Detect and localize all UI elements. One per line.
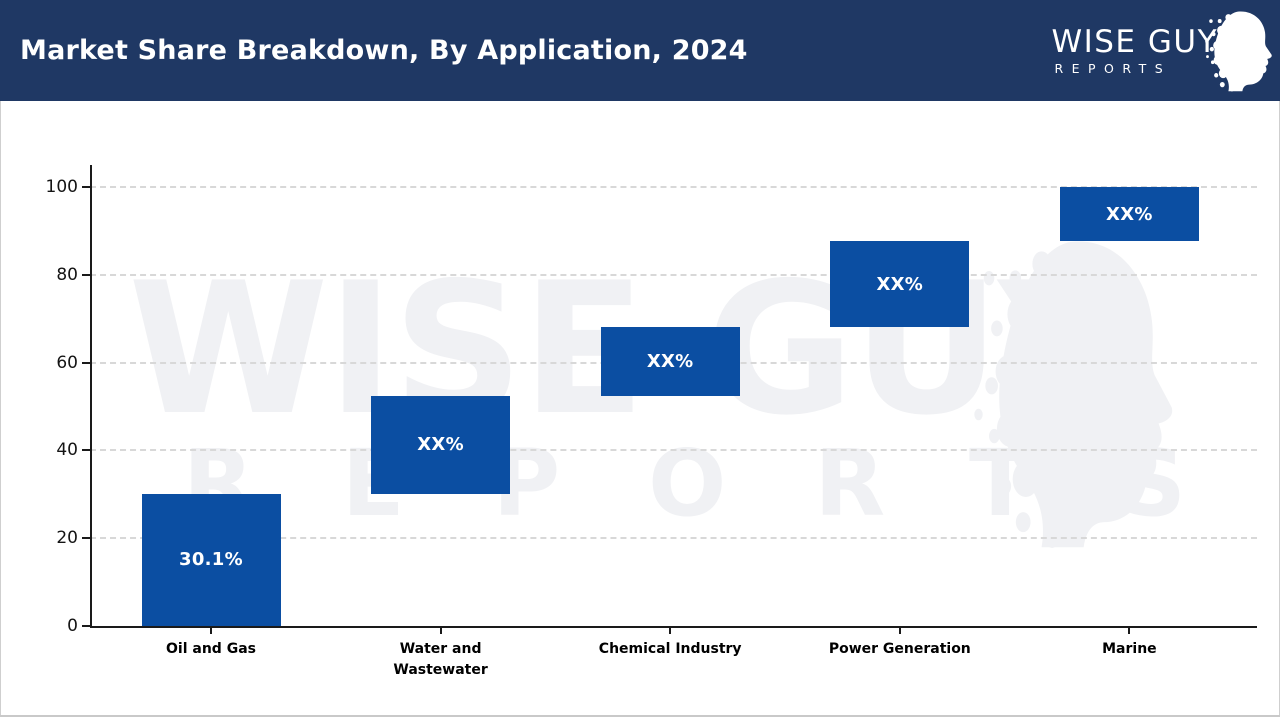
header: Market Share Breakdown, By Application, … [0, 0, 1280, 101]
logo-wordmark: WISE GUY [1051, 23, 1218, 60]
x-tick-label: Oil and Gas [166, 641, 256, 657]
bar-value-label: XX% [876, 273, 924, 295]
logo-subtitle: REPORTS [1054, 60, 1172, 76]
gridline [90, 186, 1257, 188]
bar-value-label: XX% [1106, 203, 1153, 225]
bar-segment: XX% [371, 395, 511, 494]
y-tick-label: 100 [45, 177, 78, 197]
gridline [90, 449, 1257, 452]
y-tick-mark [82, 625, 90, 627]
page-title: Market Share Breakdown, By Application, … [20, 35, 748, 66]
x-tick-label: Marine [1102, 641, 1157, 657]
logo-text: WISE GUY REPORTS [1051, 23, 1218, 76]
wise-guy-reports-logo: WISE GUY REPORTS [1051, 6, 1272, 96]
bar-segment: XX% [1059, 187, 1199, 242]
bar-value-label: XX% [646, 351, 694, 373]
x-tick-mark [669, 627, 672, 634]
y-tick-label: 0 [67, 616, 78, 636]
x-axis-line [90, 626, 1257, 628]
bar-segment: XX% [600, 327, 740, 396]
x-tick-mark [1128, 627, 1131, 634]
bar-value-label: XX% [417, 434, 464, 456]
y-tick-label: 60 [56, 352, 78, 373]
y-tick-label: 80 [56, 264, 78, 285]
gridline [90, 273, 1257, 276]
bar-value-label: 30.1% [179, 549, 243, 571]
y-tick-label: 40 [56, 440, 78, 461]
x-tick-label: Chemical Industry [598, 641, 742, 657]
y-tick-mark [82, 361, 90, 364]
gridline [90, 537, 1257, 540]
x-tick-mark [439, 627, 442, 634]
x-tick-label: Water and Wastewater [393, 641, 488, 678]
y-axis-line [90, 165, 92, 628]
y-tick-mark [82, 273, 90, 276]
content-frame [0, 101, 1280, 715]
y-tick-mark [82, 449, 90, 452]
logo-head-icon [1205, 11, 1272, 92]
x-tick-mark [898, 627, 901, 634]
bar-segment: XX% [830, 241, 970, 328]
x-tick-mark [210, 627, 212, 634]
y-tick-mark [82, 186, 90, 188]
y-tick-label: 20 [56, 528, 78, 549]
x-tick-label: Power Generation [828, 641, 971, 657]
y-tick-mark [82, 537, 90, 540]
bottom-rule [0, 715, 1280, 717]
bar-segment: 30.1% [141, 493, 281, 626]
